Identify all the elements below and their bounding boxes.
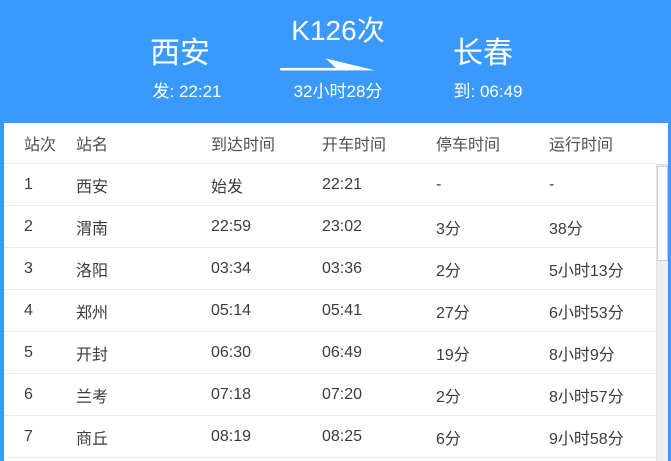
cell: 38分 bbox=[549, 220, 583, 238]
cell: 8小时9分 bbox=[549, 346, 615, 364]
cell: 9小时58分 bbox=[549, 430, 624, 448]
cell: 08:19 bbox=[211, 427, 252, 445]
cell: 07:20 bbox=[322, 385, 363, 403]
cell: 2分 bbox=[436, 262, 461, 280]
cell: - bbox=[436, 175, 442, 193]
cell: 8小时57分 bbox=[549, 388, 624, 406]
cell: 27分 bbox=[436, 304, 470, 322]
station-row: 5 开封 06:30 06:49 19分 8小时9分 bbox=[4, 332, 656, 374]
station-row: 3 洛阳 03:34 03:36 2分 5小时13分 bbox=[4, 248, 656, 290]
cell: 06:49 bbox=[322, 343, 363, 361]
cell: 6分 bbox=[436, 430, 461, 448]
station-row: 7 商丘 08:19 08:25 6分 9小时58分 bbox=[4, 416, 656, 458]
column-header: 到达时间 bbox=[211, 137, 276, 154]
cell: 始发 bbox=[211, 178, 244, 196]
cell: 商丘 bbox=[76, 430, 109, 448]
timetable-header-row: 站次 站名 到达时间 开车时间 停车时间 运行时间 bbox=[4, 123, 656, 164]
cell: 洛阳 bbox=[76, 262, 109, 280]
station-row: 1 西安 始发 22:21 - - bbox=[4, 164, 656, 206]
cell: 07:18 bbox=[211, 385, 252, 403]
from-departure-time: 发: 22:21 bbox=[152, 82, 222, 101]
cell: 23:02 bbox=[322, 217, 363, 235]
cell: 4 bbox=[24, 301, 33, 319]
column-header: 停车时间 bbox=[436, 137, 501, 154]
cell: 5小时13分 bbox=[549, 262, 624, 280]
cell: 6 bbox=[24, 385, 33, 403]
cell: 西安 bbox=[76, 178, 109, 196]
cell: 05:14 bbox=[211, 301, 252, 319]
cell: 08:25 bbox=[322, 427, 363, 445]
scrollbar-track[interactable] bbox=[656, 164, 668, 461]
timetable-card: 站次 站名 到达时间 开车时间 停车时间 运行时间 1 西安 始发 22:21 - - 2 渭南 22:5… bbox=[4, 123, 668, 461]
cell: 兰考 bbox=[76, 388, 109, 406]
content-area: 站次 站名 到达时间 开车时间 停车时间 运行时间 1 西安 始发 22:21 - - 2 渭南 22:5… bbox=[0, 123, 671, 461]
station-row: 2 渭南 22:59 23:02 3分 38分 bbox=[4, 206, 656, 248]
cell: 郑州 bbox=[76, 304, 109, 322]
from-station: 西安 bbox=[150, 37, 210, 70]
station-row: 6 兰考 07:18 07:20 2分 8小时57分 bbox=[4, 374, 656, 416]
column-header: 站名 bbox=[76, 137, 109, 154]
cell: 19分 bbox=[436, 346, 470, 364]
cell: 7 bbox=[24, 427, 33, 445]
cell: 22:21 bbox=[322, 175, 363, 193]
station-row: 4 郑州 05:14 05:41 27分 6小时53分 bbox=[4, 290, 656, 332]
scrollbar-thumb[interactable] bbox=[657, 166, 668, 261]
cell: 开封 bbox=[76, 346, 109, 364]
to-arrival-time: 到: 06:49 bbox=[453, 82, 523, 101]
cell: 03:34 bbox=[211, 259, 252, 277]
cell: 03:36 bbox=[322, 259, 363, 277]
cell: 05:41 bbox=[322, 301, 363, 319]
cell: - bbox=[549, 175, 555, 193]
cell: 3分 bbox=[436, 220, 461, 238]
cell: 3 bbox=[24, 259, 33, 277]
cell: 渭南 bbox=[76, 220, 109, 238]
cell: 5 bbox=[24, 343, 33, 361]
cell: 2分 bbox=[436, 388, 461, 406]
column-header: 开车时间 bbox=[322, 137, 387, 154]
cell: 6小时53分 bbox=[549, 304, 624, 322]
trip-duration: 32小时28分 bbox=[293, 82, 383, 101]
timetable-body: 1 西安 始发 22:21 - - 2 渭南 22:59 23:02 3分 38分 3 洛阳 03:34 03… bbox=[4, 164, 656, 458]
route-arrow-icon bbox=[280, 58, 375, 71]
train-number: K126次 bbox=[291, 15, 385, 46]
route-banner: 西安 发: 22:21 K126次 32小时28分 长春 到: 06:49 bbox=[0, 0, 671, 123]
to-station: 长春 bbox=[453, 37, 513, 70]
column-header: 站次 bbox=[24, 137, 57, 154]
column-header: 运行时间 bbox=[549, 137, 614, 154]
cell: 1 bbox=[24, 175, 33, 193]
cell: 22:59 bbox=[211, 217, 252, 235]
cell: 06:30 bbox=[211, 343, 252, 361]
cell: 2 bbox=[24, 217, 33, 235]
